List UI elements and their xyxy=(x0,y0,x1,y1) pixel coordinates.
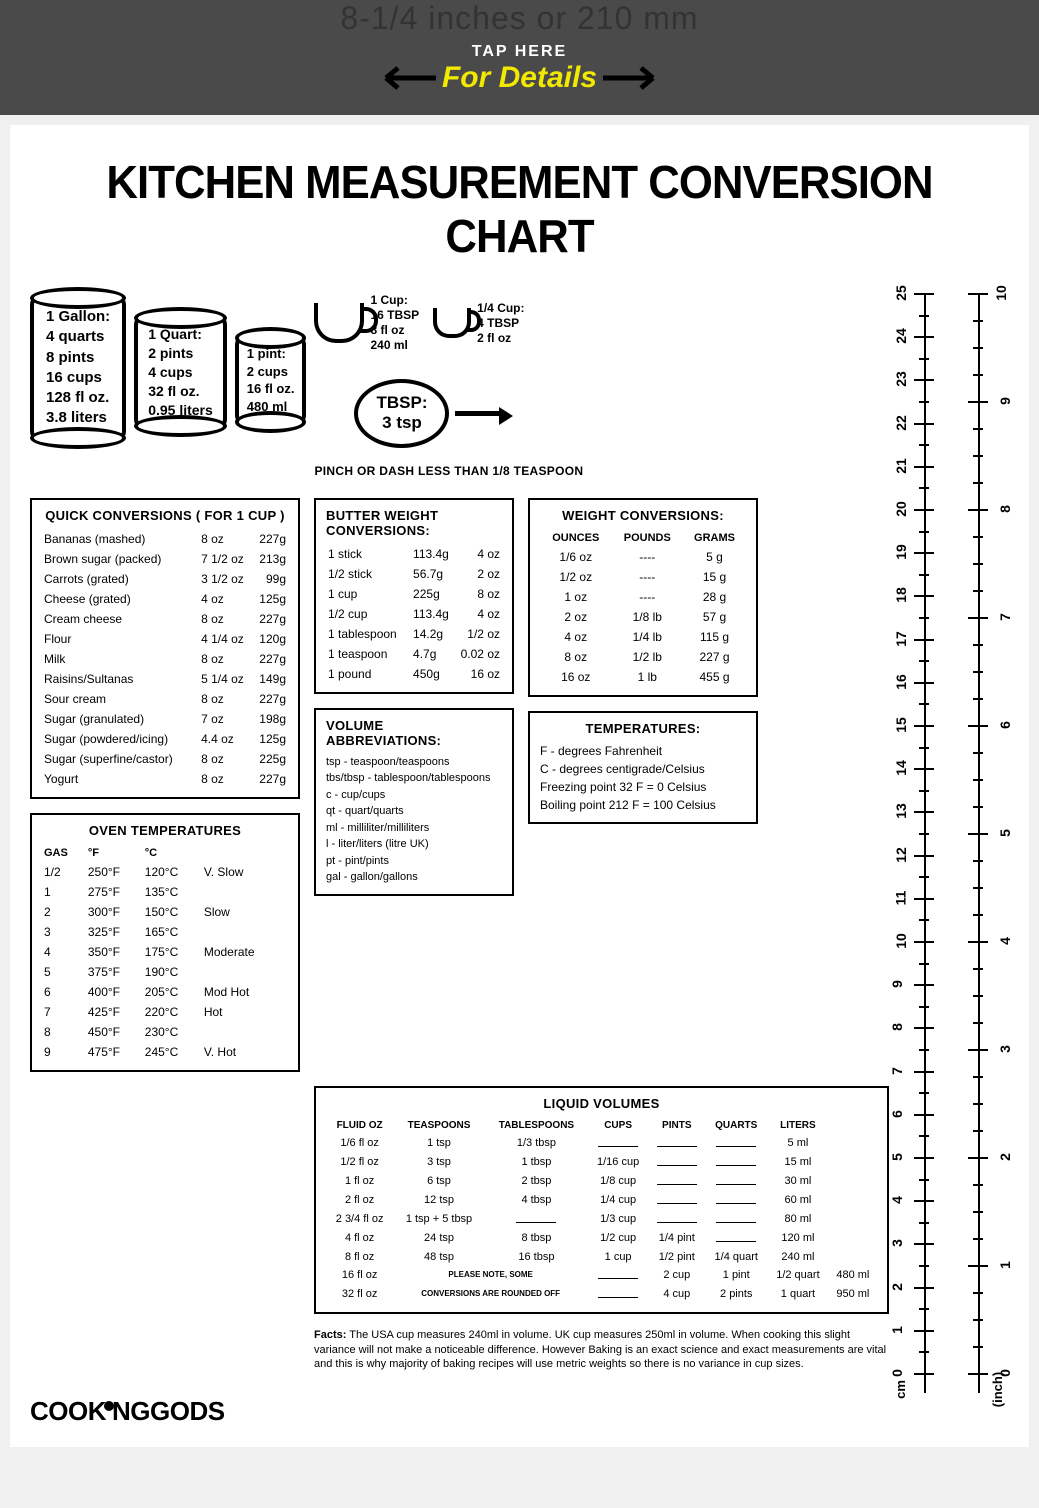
container-row: 1 Gallon:4 quarts8 pints16 cups128 fl oz… xyxy=(30,293,889,478)
weight-title: WEIGHT CONVERSIONS: xyxy=(540,508,746,523)
cup-icon xyxy=(314,303,364,343)
cup-icon xyxy=(433,308,471,338)
ruler-inch: (inch) 012345678910 xyxy=(953,293,1003,1393)
one-cup: 1 Cup:16 TBSP8 fl oz240 ml xyxy=(314,293,419,353)
butter-box: BUTTER WEIGHT CONVERSIONS: 1 stick113.4g… xyxy=(314,498,514,694)
pinch-note: PINCH OR DASH LESS THAN 1/8 TEASPOON xyxy=(314,464,583,478)
facts-text: Facts: The USA cup measures 240ml in vol… xyxy=(314,1328,889,1373)
temp-title: TEMPERATURES: xyxy=(540,721,746,736)
cm-label: cm xyxy=(893,1380,908,1399)
page-title: KITCHEN MEASUREMENT CONVERSION CHART xyxy=(54,155,984,263)
spoon-handle-icon xyxy=(455,411,505,416)
banner-details: For Details xyxy=(442,61,597,95)
tbsp-value: 3 tsp xyxy=(382,413,422,432)
weight-table: OUNCESPOUNDSGRAMS1/6 oz----5 g1/2 oz----… xyxy=(540,529,746,687)
ruler-cm: cm 0123456789101112131415161718192021222… xyxy=(899,293,949,1393)
butter-table: 1 stick113.4g4 oz1/2 stick56.7g2 oz1 cup… xyxy=(326,544,502,684)
tbsp-spoon: TBSP:3 tsp xyxy=(354,379,505,448)
gallon-can: 1 Gallon:4 quarts8 pints16 cups128 fl oz… xyxy=(30,293,126,443)
promo-banner[interactable]: 8-1/4 inches or 210 mm TAP HERE For Deta… xyxy=(0,0,1039,115)
arrow-right-icon xyxy=(603,66,663,90)
banner-tap-here: TAP HERE xyxy=(0,43,1039,61)
tbsp-label: TBSP: xyxy=(376,393,427,412)
liquid-table: FLUID OZTEASPOONSTABLESPOONSCUPSPINTSQUA… xyxy=(326,1117,877,1304)
banner-dimension: 8-1/4 inches or 210 mm xyxy=(0,0,1039,37)
quick-title: QUICK CONVERSIONS ( FOR 1 CUP ) xyxy=(42,508,288,523)
pint-can: 1 pint:2 cups16 fl oz.480 ml xyxy=(235,333,307,427)
brand-logo: COOKNGGODS xyxy=(30,1396,225,1427)
abbr-title: VOLUME ABBREVIATIONS: xyxy=(326,718,502,748)
weight-box: WEIGHT CONVERSIONS: OUNCESPOUNDSGRAMS1/6… xyxy=(528,498,758,697)
inch-label: (inch) xyxy=(990,1372,1005,1407)
ruler: cm 0123456789101112131415161718192021222… xyxy=(899,293,1009,1393)
arrow-left-icon xyxy=(376,66,436,90)
chart-sheet: KITCHEN MEASUREMENT CONVERSION CHART 1 G… xyxy=(10,125,1029,1447)
liquid-volumes-box: LIQUID VOLUMES FLUID OZTEASPOONSTABLESPO… xyxy=(314,1086,889,1314)
liquid-title: LIQUID VOLUMES xyxy=(326,1096,877,1111)
quart-can: 1 Quart:2 pints4 cups32 fl oz.0.95 liter… xyxy=(134,313,227,431)
quarter-cup: 1/4 Cup:4 TBSP2 fl oz xyxy=(433,293,524,353)
butter-title: BUTTER WEIGHT CONVERSIONS: xyxy=(326,508,502,538)
